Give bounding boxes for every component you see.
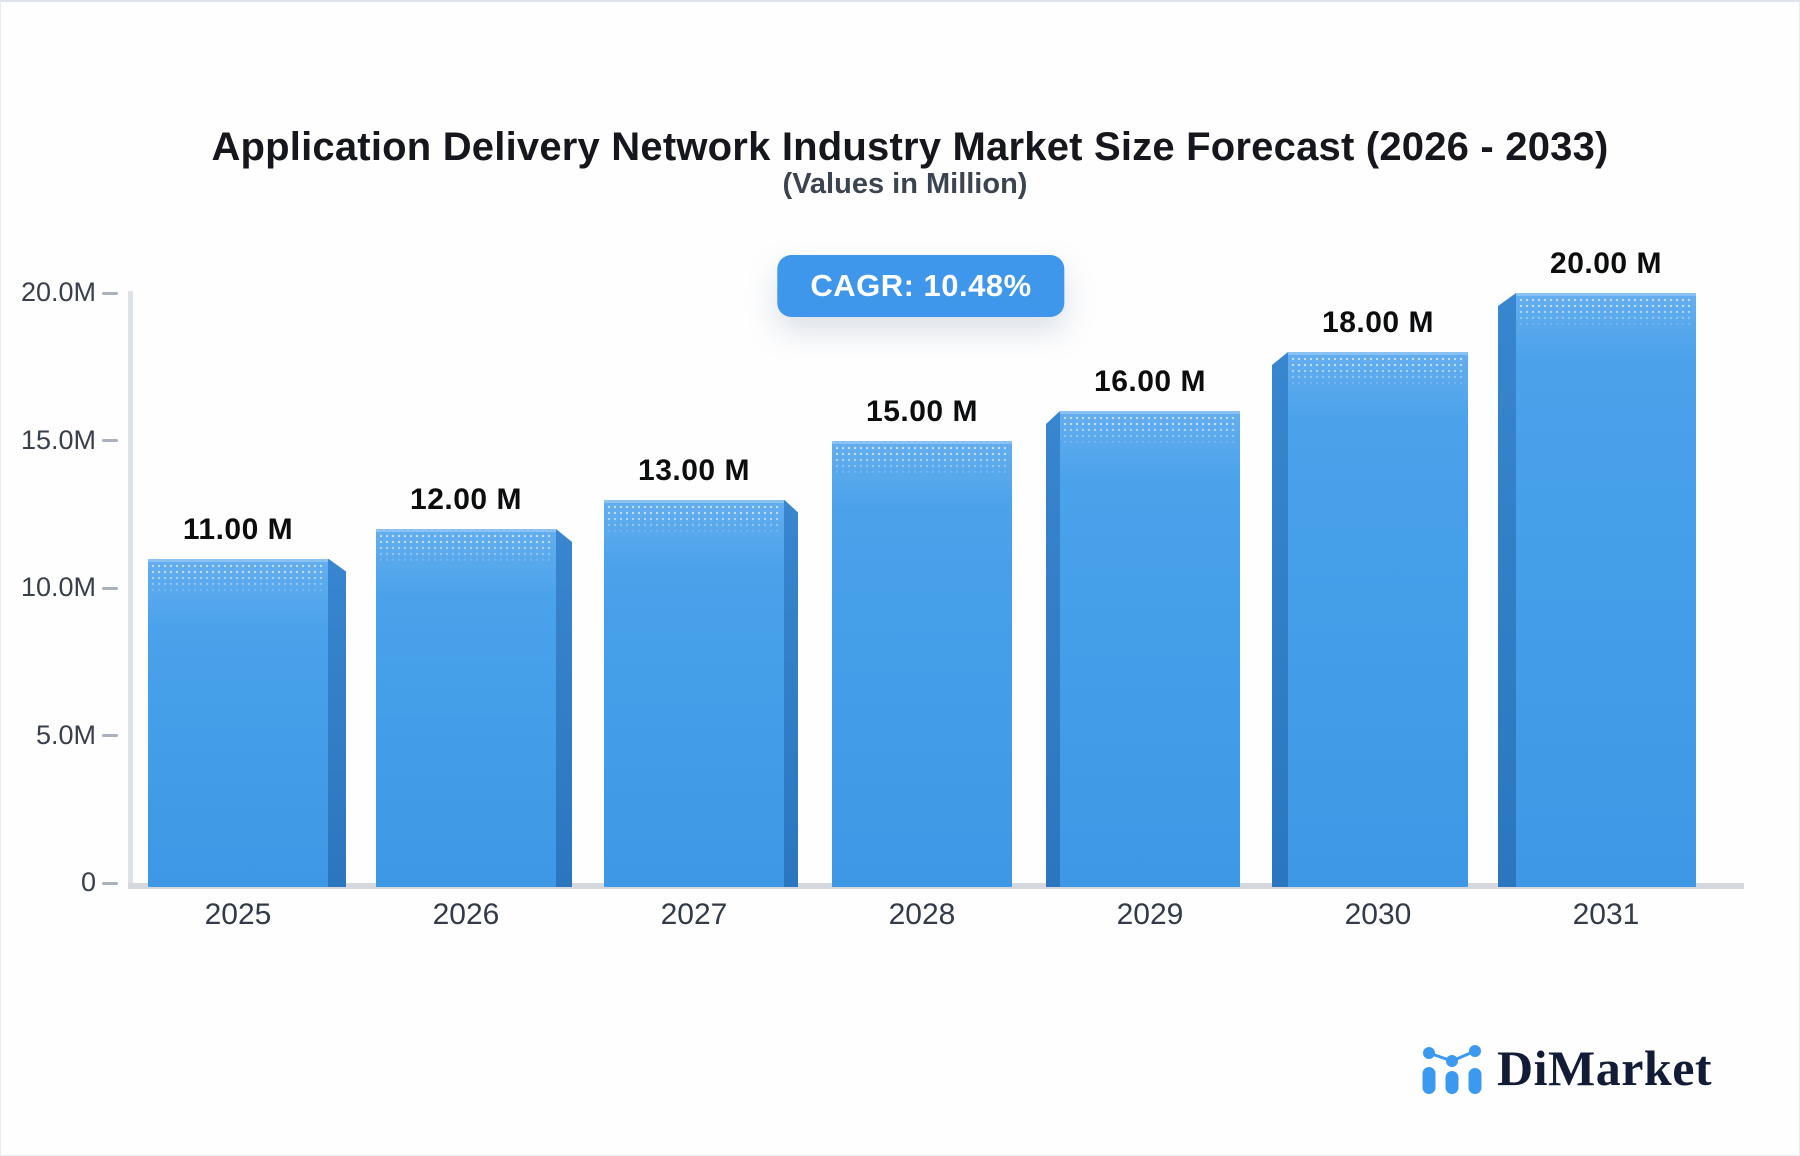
y-tick-label: 15.0M <box>20 424 96 455</box>
bar-2031 <box>1516 293 1696 887</box>
bar-value-label-2028: 15.00 M <box>866 394 978 428</box>
bar-value-label-2029: 16.00 M <box>1094 365 1206 398</box>
x-axis-label-2030: 2030 <box>1344 898 1412 931</box>
bar-value-label-2030: 18.00 M <box>1322 306 1434 339</box>
y-tick-dash <box>102 439 118 442</box>
bar-value-label-2026: 12.00 M <box>410 483 522 516</box>
bar-2027 <box>604 499 784 887</box>
bar-side-face-2025 <box>328 558 346 887</box>
y-tick-dash <box>102 734 118 737</box>
bar-2025 <box>148 558 328 887</box>
bar-value-label-2027: 13.00 M <box>638 453 750 487</box>
bar-2028 <box>832 440 1012 887</box>
x-axis-label-2026: 2026 <box>432 898 500 931</box>
bar-value-label-2025: 11.00 M <box>182 512 294 546</box>
brand-logo: DiMarket <box>1422 1038 1712 1094</box>
y-axis-line <box>128 291 133 887</box>
brand-logo-text: DiMarket <box>1497 1040 1713 1096</box>
bar-side-face-2030 <box>1272 352 1288 887</box>
bar-side-face-2031 <box>1498 293 1516 887</box>
y-tick-dash <box>102 881 118 885</box>
bar-2029 <box>1060 411 1240 887</box>
bar-side-face-2026 <box>556 529 572 887</box>
x-axis-label-2028: 2028 <box>888 898 956 931</box>
bar-value-label-2031: 20.00 M <box>1550 247 1662 280</box>
logo-bar-chart-icon <box>1422 1045 1482 1094</box>
bar-side-face-2027 <box>784 499 798 887</box>
x-axis-label-2025: 2025 <box>204 898 272 931</box>
y-tick-label: 10.0M <box>20 572 96 602</box>
y-tick-label: 0 <box>80 867 96 897</box>
y-tick-label: 5.0M <box>35 719 96 750</box>
y-tick-dash <box>102 291 118 295</box>
bar-2026 <box>376 529 556 887</box>
x-axis-label-2031: 2031 <box>1572 898 1640 931</box>
y-tick-label: 20.0M <box>20 277 96 307</box>
chart-title: Application Delivery Network Industry Ma… <box>211 124 1609 169</box>
x-axis-label-2027: 2027 <box>660 898 728 931</box>
chart-subtitle: (Values in Million) <box>782 168 1028 200</box>
cagr-badge: CAGR: 10.48% <box>777 255 1065 317</box>
y-tick-dash <box>102 586 118 590</box>
x-axis-label-2029: 2029 <box>1116 898 1184 931</box>
bar-2030 <box>1288 352 1468 887</box>
bar-side-face-2029 <box>1046 411 1060 887</box>
